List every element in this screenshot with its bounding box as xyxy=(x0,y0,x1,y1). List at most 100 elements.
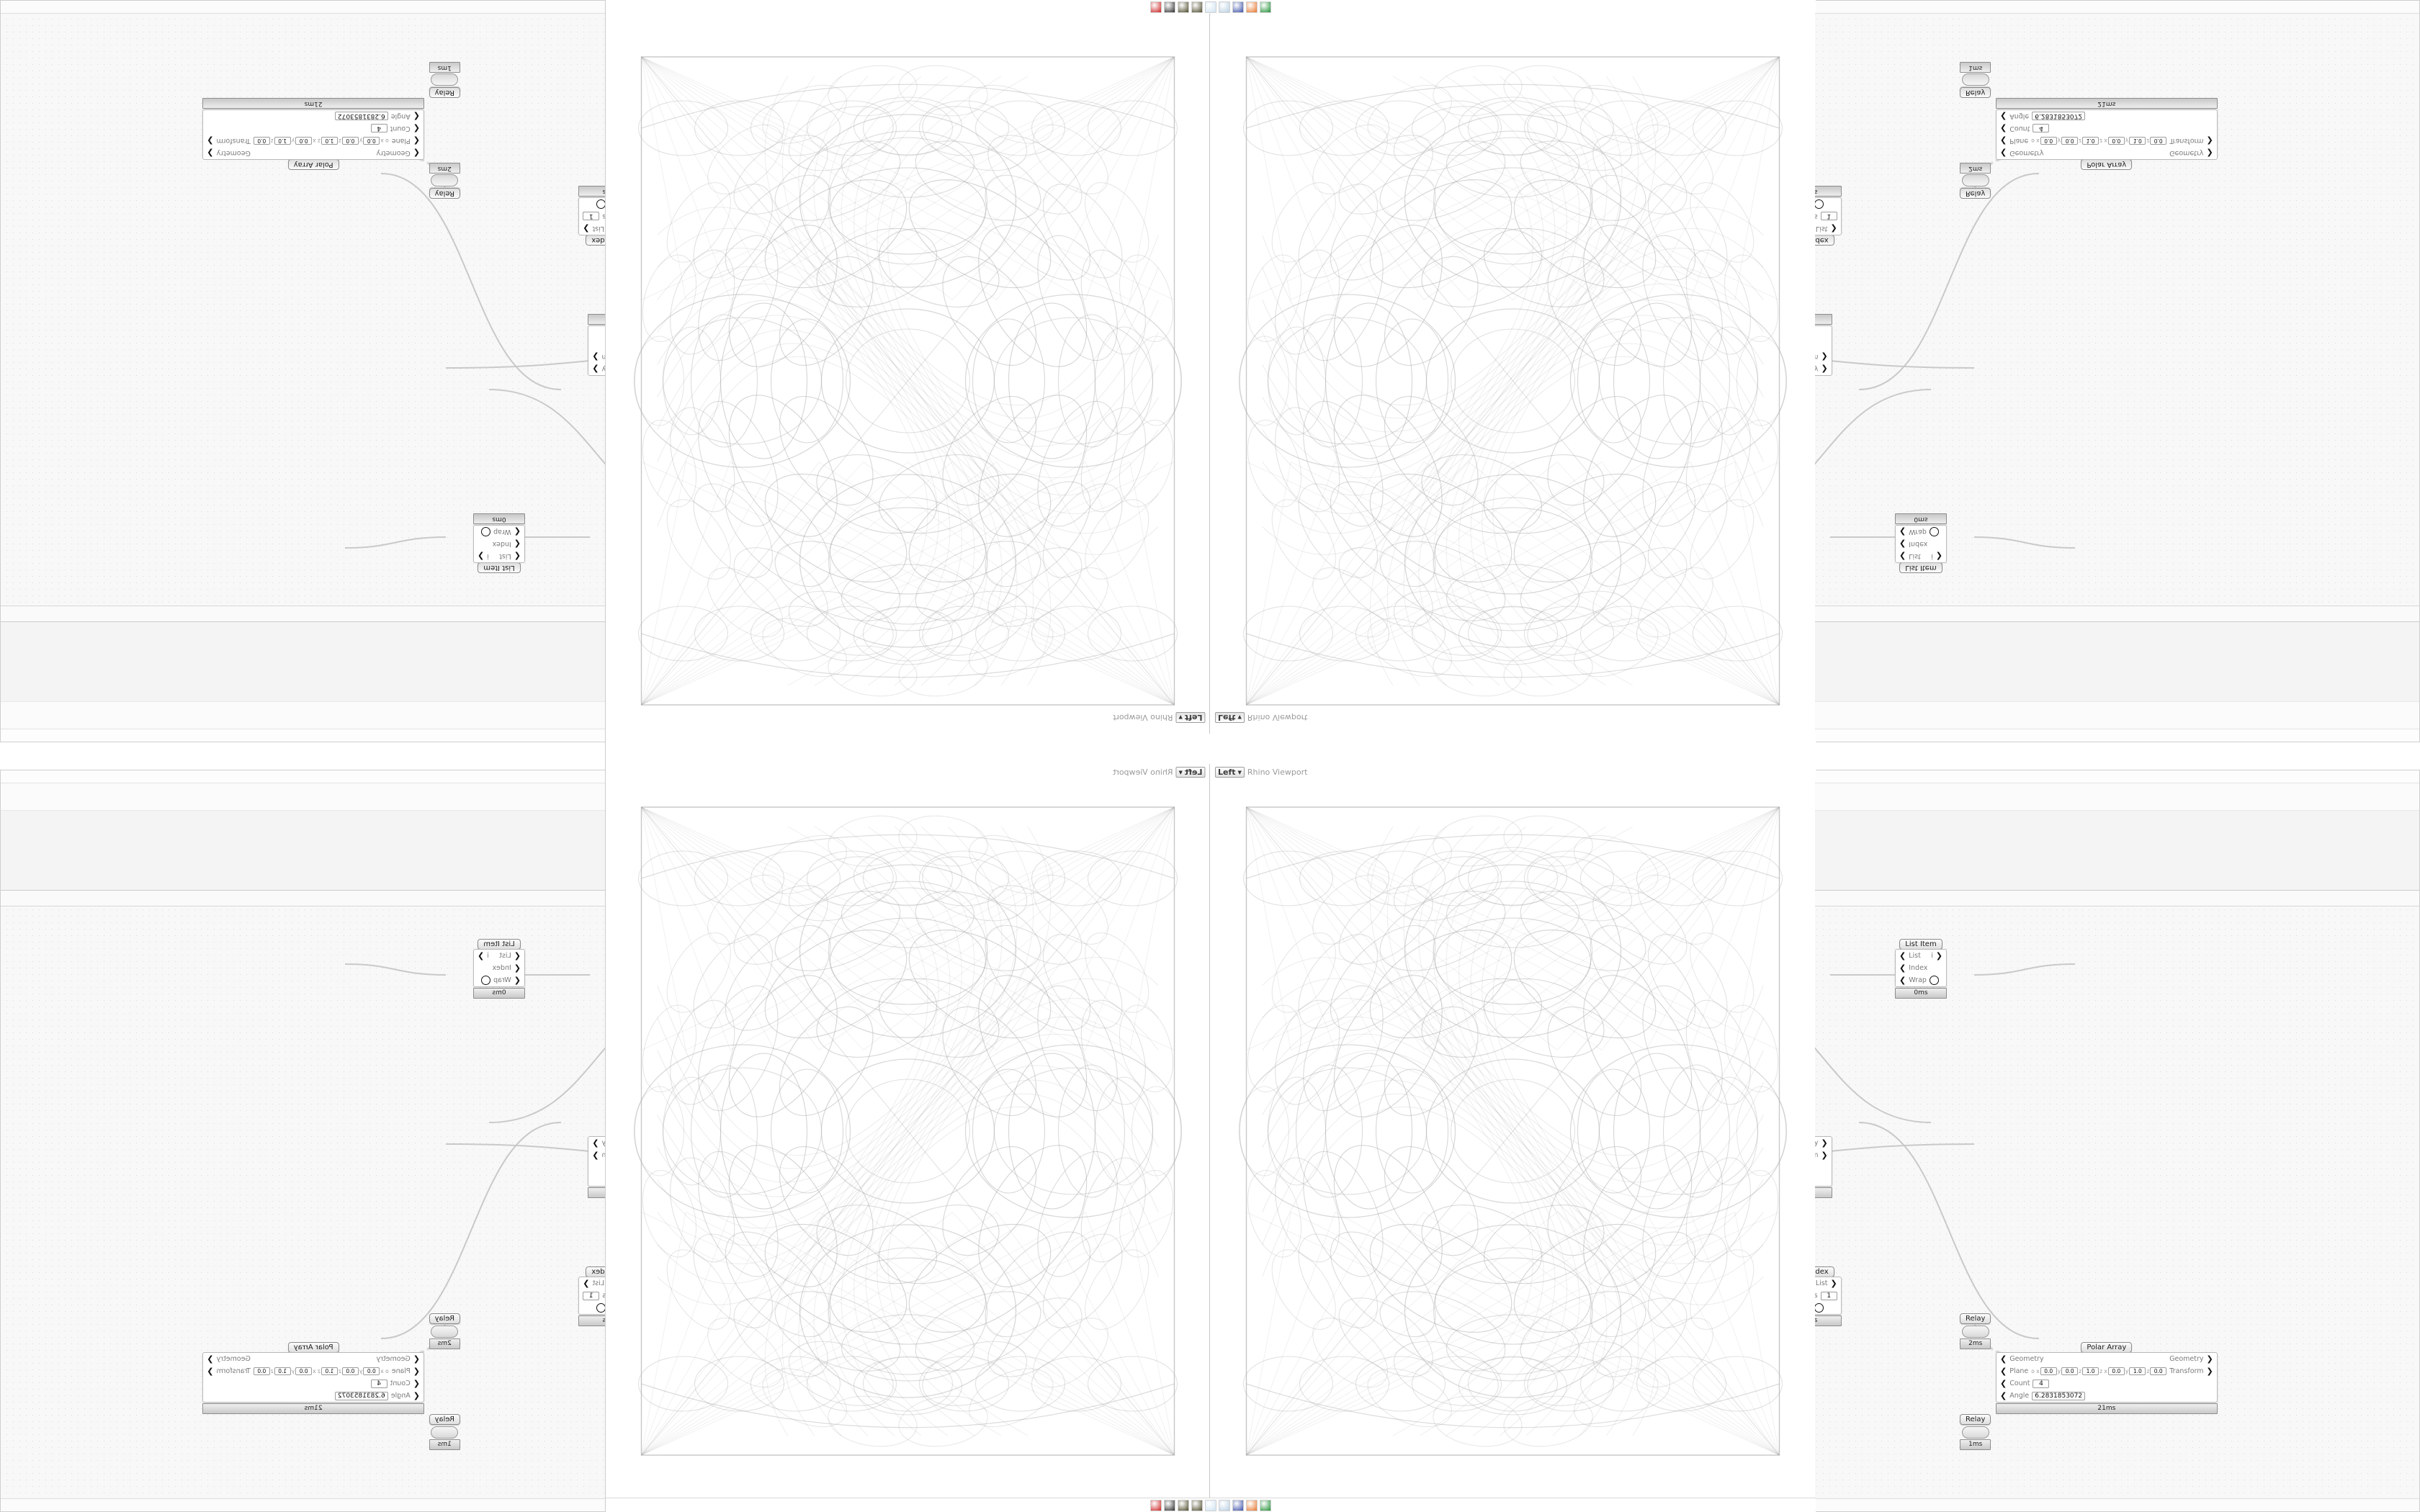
input-port[interactable]: ❮ xyxy=(2000,1391,2007,1400)
chevron-down-icon[interactable]: ▼ xyxy=(1237,769,1242,775)
node-title[interactable]: Polar Array xyxy=(2081,1342,2133,1353)
plane-value[interactable]: 0.0 xyxy=(253,1367,270,1375)
plane-value[interactable]: 0.0 xyxy=(2107,1367,2125,1375)
plane-value[interactable]: 0.0 xyxy=(2150,1367,2167,1375)
output-port[interactable]: ❯ xyxy=(207,136,214,145)
gh-node-relay-4[interactable]: Relay 2ms xyxy=(429,163,460,202)
node-title[interactable]: Relay xyxy=(429,188,460,199)
chevron-down-icon[interactable]: ▼ xyxy=(1178,714,1183,721)
node-title[interactable]: Polar Array xyxy=(287,159,339,170)
plane-value[interactable]: 1.0 xyxy=(2129,137,2146,145)
param-value[interactable]: 1 xyxy=(1820,1291,1837,1300)
input-port[interactable]: ❮ xyxy=(1899,963,1906,973)
sphere-app-icon-2[interactable] xyxy=(1191,1,1203,13)
node-title[interactable]: Relay xyxy=(429,1313,460,1324)
terminal-icon[interactable] xyxy=(1260,1,1271,13)
viewport-view-dropdown[interactable]: Left ▼ xyxy=(1175,767,1205,778)
output-port[interactable]: ❯ xyxy=(592,1151,599,1160)
viewport-top-left[interactable]: Left ▼ Rhino Viewport xyxy=(606,14,1210,748)
notepad-icon[interactable] xyxy=(1205,1499,1216,1511)
input-port[interactable]: ❮ xyxy=(413,1379,420,1388)
viewport-view-dropdown[interactable]: Left ▼ xyxy=(1215,712,1245,723)
input-port[interactable]: ❮ xyxy=(514,552,521,561)
output-port[interactable]: ❯ xyxy=(592,352,599,361)
gh-node-list-item-2[interactable]: List Item ❮ List i ❯ ❮ Index ❮ Wrap 0ms xyxy=(473,513,525,577)
sphere-app-icon-1[interactable] xyxy=(1178,1499,1189,1511)
input-port[interactable]: ❮ xyxy=(514,539,521,549)
output-port[interactable]: ❯ xyxy=(1830,224,1837,233)
param-value[interactable]: 4 xyxy=(2033,124,2050,133)
node-title[interactable]: Relay xyxy=(1960,87,1991,98)
output-port[interactable]: ❯ xyxy=(2206,136,2213,145)
input-port[interactable]: ❮ xyxy=(413,112,420,121)
gh-node-relay-5[interactable]: Relay 1ms xyxy=(1960,62,1991,102)
gh-node-polar-array-5[interactable]: Polar Array ❮ Geometry Geometry ❯ ❮ Plane o x 0.… xyxy=(1996,1338,2218,1414)
input-port[interactable]: ❮ xyxy=(413,148,420,158)
output-port[interactable]: ❯ xyxy=(478,951,485,960)
plane-value[interactable]: 1.0 xyxy=(274,137,291,145)
plane-value[interactable]: 1.0 xyxy=(2082,137,2099,145)
output-port[interactable]: ❯ xyxy=(1830,1279,1837,1288)
output-port[interactable]: ❯ xyxy=(1935,951,1942,960)
input-port[interactable]: ❮ xyxy=(2000,1367,2007,1376)
input-port[interactable]: ❮ xyxy=(1899,552,1906,561)
output-port[interactable]: ❯ xyxy=(1821,1151,1828,1160)
input-port[interactable]: ❮ xyxy=(413,124,420,133)
node-title[interactable]: Relay xyxy=(429,1414,460,1425)
node-title[interactable]: List Item xyxy=(1899,562,1942,573)
rhino-app-icon[interactable] xyxy=(1150,1499,1162,1511)
output-port[interactable]: ❯ xyxy=(2206,1354,2213,1364)
param-value[interactable]: 6.2831853072 xyxy=(334,112,388,121)
gh-node-list-item-2[interactable]: List Item ❮ List i ❯ ❮ Index ❮ Wrap 0ms xyxy=(1895,513,1947,577)
input-port[interactable]: ❮ xyxy=(514,976,521,985)
plane-value[interactable]: 0.0 xyxy=(341,1367,359,1375)
firefox-icon[interactable] xyxy=(1246,1499,1258,1511)
sphere-app-icon-2[interactable] xyxy=(1191,1499,1203,1511)
gh-node-relay-5[interactable]: Relay 1ms xyxy=(429,1410,460,1450)
blender-app-icon[interactable] xyxy=(1164,1,1175,13)
gh-node-list-item-2[interactable]: List Item ❮ List i ❯ ❮ Index ❮ Wrap 0ms xyxy=(473,935,525,999)
gh-node-relay-5[interactable]: Relay 1ms xyxy=(1960,1410,1991,1450)
gh-node-polar-array-5[interactable]: Polar Array ❮ Geometry Geometry ❯ ❮ Plane o x 0.… xyxy=(202,1338,424,1414)
output-port[interactable]: ❯ xyxy=(583,224,590,233)
relay-body[interactable] xyxy=(1961,1426,1989,1439)
plane-value[interactable]: 0.0 xyxy=(341,137,359,145)
plane-value[interactable]: 0.0 xyxy=(2107,137,2125,145)
plane-value[interactable]: 0.0 xyxy=(253,137,270,145)
output-port[interactable]: ❯ xyxy=(1821,364,1828,374)
output-port[interactable]: ❯ xyxy=(592,364,599,374)
gh-node-relay-5[interactable]: Relay 1ms xyxy=(429,62,460,102)
node-body[interactable]: ❮ List i ❯ ❮ Index ❮ Wrap xyxy=(1895,525,1947,563)
relay-body[interactable] xyxy=(1961,1326,1989,1338)
boolean-toggle[interactable] xyxy=(1929,976,1939,985)
plane-value[interactable]: 1.0 xyxy=(2082,1367,2099,1375)
viewport-bottom-right[interactable]: Left ▼ Rhino Viewport xyxy=(1211,764,1815,1498)
output-port[interactable]: ❯ xyxy=(1935,552,1942,561)
taskbar-bottom[interactable] xyxy=(606,1498,1816,1512)
gh-node-relay-4[interactable]: Relay 2ms xyxy=(429,1310,460,1349)
input-port[interactable]: ❮ xyxy=(413,1367,420,1376)
output-port[interactable]: ❯ xyxy=(592,1138,599,1148)
relay-body[interactable] xyxy=(431,1426,459,1439)
input-port[interactable]: ❮ xyxy=(1899,527,1906,536)
boolean-toggle[interactable] xyxy=(481,976,491,985)
output-port[interactable]: ❯ xyxy=(1821,1138,1828,1148)
relay-body[interactable] xyxy=(431,1326,459,1338)
output-port[interactable]: ❯ xyxy=(1821,352,1828,361)
output-port[interactable]: ❯ xyxy=(478,552,485,561)
relay-body[interactable] xyxy=(431,73,459,86)
input-port[interactable]: ❮ xyxy=(1899,951,1906,960)
terminal-icon[interactable] xyxy=(1260,1499,1271,1511)
param-value[interactable]: 6.2831853072 xyxy=(2032,112,2086,121)
output-port[interactable]: ❯ xyxy=(207,1354,214,1364)
output-port[interactable]: ❯ xyxy=(207,148,214,158)
plane-value[interactable]: 0.0 xyxy=(2040,1367,2057,1375)
boolean-toggle[interactable] xyxy=(481,527,491,536)
blender-app-icon[interactable] xyxy=(1164,1499,1175,1511)
node-body[interactable]: ❮ List i ❯ ❮ Index ❮ Wrap xyxy=(1895,949,1947,987)
input-port[interactable]: ❮ xyxy=(514,527,521,536)
